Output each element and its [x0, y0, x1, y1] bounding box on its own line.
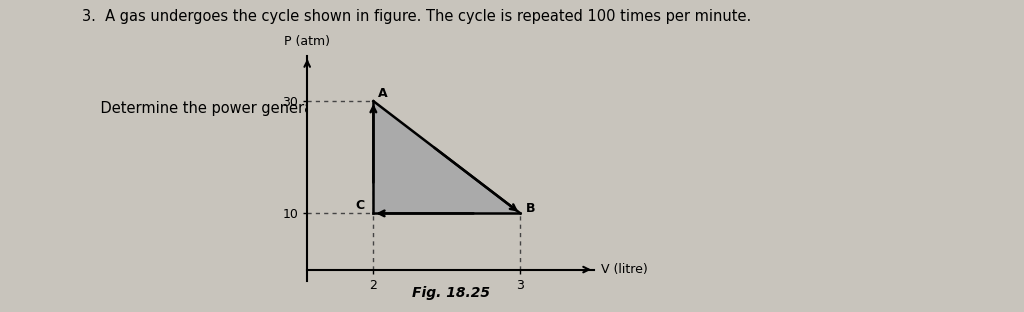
- Text: A: A: [378, 87, 387, 100]
- Text: B: B: [526, 202, 536, 215]
- Text: P (atm): P (atm): [285, 35, 330, 48]
- Text: 3.  A gas undergoes the cycle shown in figure. The cycle is repeated 100 times p: 3. A gas undergoes the cycle shown in fi…: [82, 9, 752, 24]
- Text: Fig. 18.25: Fig. 18.25: [412, 286, 489, 300]
- Text: V (litre): V (litre): [601, 263, 648, 276]
- Polygon shape: [374, 101, 520, 213]
- Text: Determine the power generated.: Determine the power generated.: [82, 100, 342, 116]
- Text: C: C: [355, 199, 365, 212]
